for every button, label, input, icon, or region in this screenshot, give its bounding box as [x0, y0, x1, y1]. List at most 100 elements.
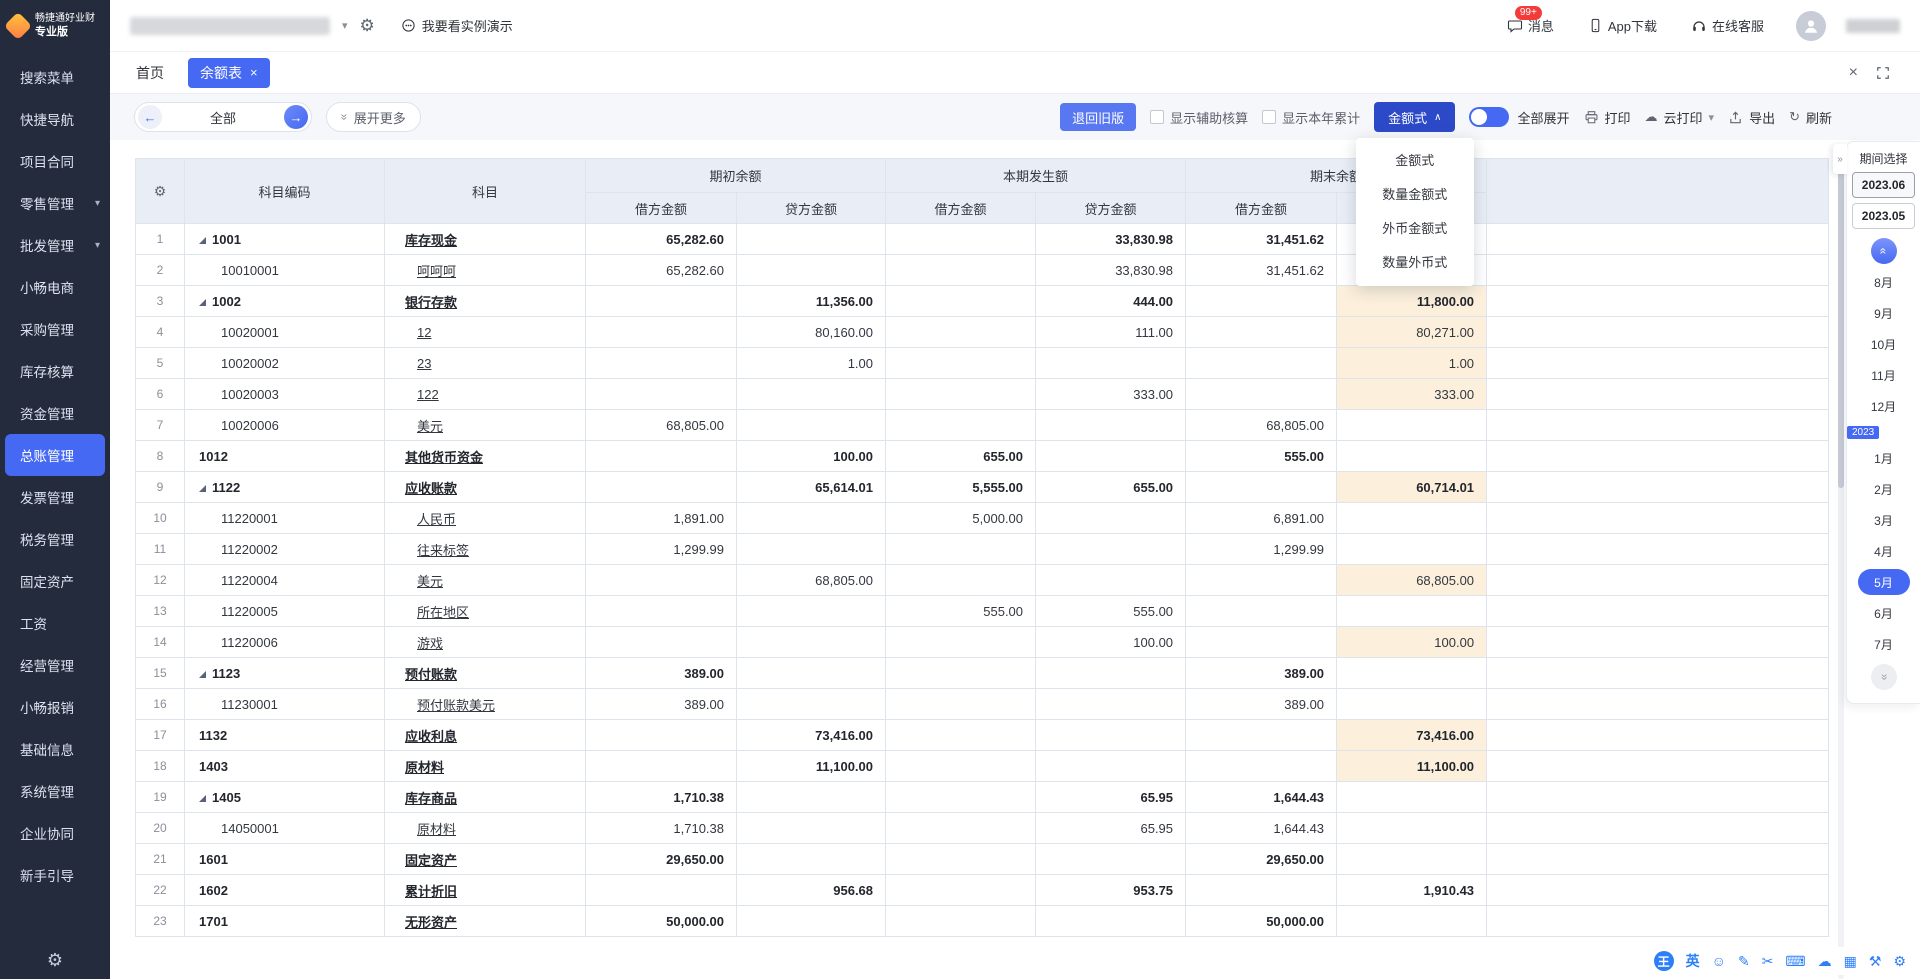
tab-close-icon[interactable]: ×	[250, 65, 258, 80]
app-download-button[interactable]: App下载	[1588, 16, 1657, 35]
table-row[interactable]: 22 1602 累计折旧 956.68 953.75 1,910.43	[135, 874, 1830, 906]
sidebar-item-工资[interactable]: 工资	[0, 602, 110, 644]
subject-link[interactable]: 呵呵呵	[417, 263, 457, 279]
subject-link[interactable]: 预付账款美元	[417, 697, 496, 713]
sidebar-item-系统管理[interactable]: 系统管理	[0, 770, 110, 812]
table-row[interactable]: 11 11220002 往来标签 1,299.99 1,299.99	[135, 533, 1830, 565]
subject-link[interactable]: 应收利息	[405, 728, 458, 744]
vertical-scrollbar-thumb[interactable]	[1838, 158, 1844, 488]
ime-emoji-icon[interactable]: ☺	[1711, 952, 1726, 969]
tab-balance-table[interactable]: 余额表 ×	[188, 57, 270, 88]
table-row[interactable]: 16 11230001 预付账款美元 389.00 389.00	[135, 688, 1830, 720]
sidebar-item-小畅电商[interactable]: 小畅电商	[0, 266, 110, 308]
subject-link[interactable]: 原材料	[417, 821, 457, 837]
subject-link[interactable]: 库存现金	[405, 232, 458, 248]
sidebar-item-项目合同[interactable]: 项目合同	[0, 140, 110, 182]
ime-keyboard-icon[interactable]: ⌨	[1785, 952, 1806, 969]
tab-home[interactable]: 首页	[136, 64, 164, 81]
subject-link[interactable]: 人民币	[417, 511, 457, 527]
expand-icon[interactable]	[199, 794, 206, 802]
ime-grid-icon[interactable]: ▦	[1843, 952, 1857, 969]
scroll-down-button[interactable]: «	[1870, 664, 1897, 690]
gear-icon[interactable]: ⚙	[359, 15, 375, 35]
table-row[interactable]: 14 11220006 游戏 100.00 100.00	[135, 626, 1830, 658]
column-settings-gear-icon[interactable]: ⚙	[153, 182, 167, 199]
table-row[interactable]: 17 1132 应收利息 73,416.00 73,416.00	[135, 719, 1830, 751]
panel-collapse-handle[interactable]: »	[1833, 144, 1847, 174]
ime-toolbox-icon[interactable]: ⚒	[1868, 952, 1882, 969]
subject-link[interactable]: 23	[417, 355, 432, 371]
table-row[interactable]: 18 1403 原材料 11,100.00 11,100.00	[135, 750, 1830, 782]
month-item[interactable]: 12月	[1870, 399, 1897, 414]
fullscreen-icon[interactable]	[1876, 66, 1890, 80]
sidebar-settings-gear-icon[interactable]: ⚙	[46, 950, 64, 970]
sidebar-item-快捷导航[interactable]: 快捷导航	[0, 98, 110, 140]
table-row[interactable]: 13 11220005 所在地区 555.00 555.00	[135, 595, 1830, 627]
table-row[interactable]: 6 10020003 122 333.00 333.00	[135, 378, 1830, 410]
format-button[interactable]: 金额式 ∧	[1374, 102, 1456, 132]
ime-logo[interactable]: 王	[1653, 951, 1674, 971]
table-row[interactable]: 20 14050001 原材料 1,710.38 65.95 1,644.43	[135, 812, 1830, 844]
table-row[interactable]: 19 1405 库存商品 1,710.38 65.95 1,644.43	[135, 781, 1830, 813]
subject-link[interactable]: 累计折旧	[405, 883, 458, 899]
period-box-to[interactable]: 2023.05	[1852, 203, 1915, 229]
subject-link[interactable]: 预付账款	[405, 666, 458, 682]
table-row[interactable]: 1 1001 库存现金 65,282.60 33,830.98 31,451.62	[135, 223, 1830, 255]
subject-link[interactable]: 其他货币资金	[405, 449, 484, 465]
sidebar-item-企业协同[interactable]: 企业协同	[0, 812, 110, 854]
table-row[interactable]: 4 10020001 12 80,160.00 111.00 80,271.00	[135, 316, 1830, 348]
period-box-from[interactable]: 2023.06	[1852, 172, 1915, 198]
online-support-button[interactable]: 在线客服	[1691, 16, 1764, 35]
format-menu-item[interactable]: 数量外币式	[1382, 255, 1448, 270]
expand-icon[interactable]	[199, 484, 206, 492]
expand-icon[interactable]	[199, 298, 206, 306]
table-row[interactable]: 7 10020006 美元 68,805.00 68,805.00	[135, 409, 1830, 441]
vertical-scrollbar[interactable]	[1838, 158, 1844, 979]
show-ytd-checkbox[interactable]: 显示本年累计	[1262, 108, 1360, 127]
sidebar-item-零售管理[interactable]: 零售管理 ▾	[0, 182, 110, 224]
sidebar-item-经营管理[interactable]: 经营管理	[0, 644, 110, 686]
table-row[interactable]: 10 11220001 人民币 1,891.00 5,000.00 6,891.00	[135, 502, 1830, 534]
back-to-old-button[interactable]: 退回旧版	[1060, 103, 1137, 131]
sidebar-item-库存核算[interactable]: 库存核算	[0, 350, 110, 392]
sidebar-item-发票管理[interactable]: 发票管理	[0, 476, 110, 518]
table-row[interactable]: 9 1122 应收账款 65,614.01 5,555.00 655.00 60,714.0…	[135, 471, 1830, 503]
expand-icon[interactable]	[199, 236, 206, 244]
table-row[interactable]: 3 1002 银行存款 11,356.00 444.00 11,800.00	[135, 285, 1830, 317]
company-selector-blurred[interactable]	[130, 16, 330, 35]
cloud-print-button[interactable]: ☁ 云打印 ▾	[1645, 108, 1715, 127]
format-menu-item[interactable]: 数量金额式	[1382, 187, 1448, 202]
month-item[interactable]: 1月	[1874, 451, 1893, 466]
expand-all-toggle[interactable]	[1469, 107, 1510, 127]
expand-icon[interactable]	[199, 670, 206, 678]
scope-selector[interactable]: ← 全部 →	[134, 102, 312, 132]
scroll-up-button[interactable]: «	[1870, 238, 1897, 264]
next-period-icon[interactable]: →	[283, 105, 308, 129]
subject-link[interactable]: 游戏	[417, 635, 444, 651]
messages-button[interactable]: 99+ 消息	[1507, 6, 1554, 35]
table-row[interactable]: 21 1601 固定资产 29,650.00 29,650.00	[135, 843, 1830, 875]
subject-link[interactable]: 固定资产	[405, 852, 458, 868]
month-item[interactable]: 6月	[1874, 606, 1893, 621]
sidebar-item-采购管理[interactable]: 采购管理	[0, 308, 110, 350]
sidebar-item-税务管理[interactable]: 税务管理	[0, 518, 110, 560]
month-item[interactable]: 7月	[1874, 637, 1893, 652]
print-button[interactable]: 打印	[1584, 108, 1631, 127]
sidebar-item-基础信息[interactable]: 基础信息	[0, 728, 110, 770]
ime-gear-icon[interactable]: ⚙	[1893, 952, 1906, 969]
subject-link[interactable]: 银行存款	[405, 294, 458, 310]
close-all-icon[interactable]: ×	[1848, 63, 1858, 81]
subject-link[interactable]: 往来标签	[417, 542, 470, 558]
ime-scissors-icon[interactable]: ✂	[1761, 952, 1774, 969]
month-item[interactable]: 5月	[1857, 569, 1910, 595]
month-item[interactable]: 10月	[1870, 337, 1897, 352]
subject-link[interactable]: 无形资产	[405, 914, 458, 930]
table-row[interactable]: 23 1701 无形资产 50,000.00 50,000.00	[135, 905, 1830, 937]
month-item[interactable]: 8月	[1874, 275, 1893, 290]
subject-link[interactable]: 122	[417, 386, 439, 402]
sidebar-item-搜索菜单[interactable]: 搜索菜单	[0, 56, 110, 98]
ime-language-toggle[interactable]: 英	[1685, 953, 1700, 969]
table-row[interactable]: 2 10010001 呵呵呵 65,282.60 33,830.98 31,451.62	[135, 254, 1830, 286]
sidebar-item-资金管理[interactable]: 资金管理	[0, 392, 110, 434]
ime-cloud-icon[interactable]: ☁	[1817, 952, 1832, 969]
